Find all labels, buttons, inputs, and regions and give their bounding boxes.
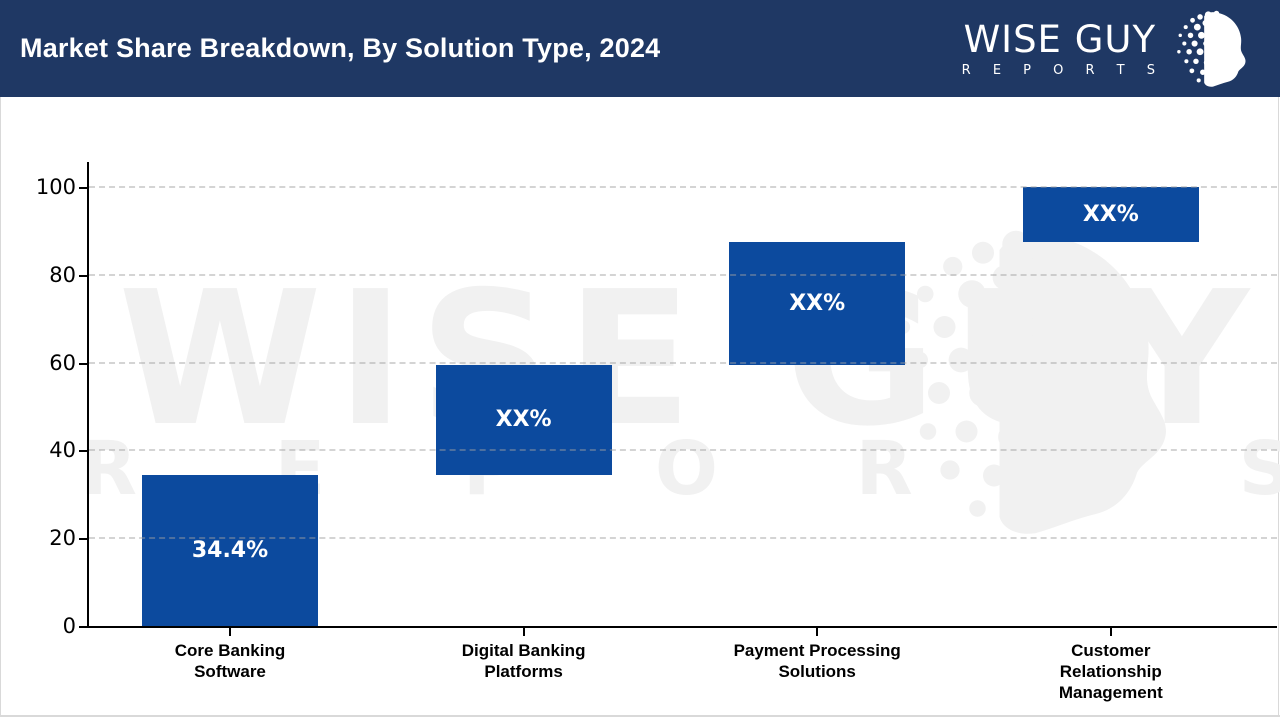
gridline [89,361,1277,364]
x-axis-line [87,626,1277,628]
gridline [89,273,1277,276]
right-border [1278,97,1279,717]
x-category-label-line: Digital Banking [461,641,586,660]
x-category-label-line: Payment Processing [733,641,901,660]
bar-value-label: XX% [789,290,846,316]
x-category-label-line: Customer [1071,641,1151,660]
bar-value-label: XX% [495,407,552,433]
y-tick-mark [79,538,87,541]
logo-text: WISE GUY R E P O R T S [956,21,1164,77]
y-tick-mark [79,362,87,365]
waterfall-bar: 34.4% [142,474,318,626]
x-category-label-line: Platforms [484,662,563,681]
y-axis-line [87,162,89,628]
x-tick-mark [229,628,231,636]
y-tick-mark [79,187,87,189]
x-category-label: Core Banking Software [115,640,345,682]
x-tick-mark [816,628,819,636]
x-category-label-line: Relationship [1059,662,1162,681]
gridline [89,186,1277,188]
x-category-label-line: Software [194,662,266,681]
chart-area: WISE GUY R E P O R T S [0,97,1280,717]
y-tick-mark [79,450,87,453]
x-tick-mark [522,628,525,636]
header-bar: Market Share Breakdown, By Solution Type… [0,0,1280,97]
x-category-label-line: Solutions [778,662,856,681]
chart-title: Market Share Breakdown, By Solution Type… [20,33,661,63]
waterfall-bar: XX% [1022,187,1199,242]
x-category-label: Payment Processing Solutions [702,640,932,682]
wise-guy-face-icon [1170,8,1252,90]
y-tick-label: 100 [35,175,76,199]
y-tick-mark [79,274,87,277]
y-tick-mark [79,626,87,628]
wise-guy-logo: WISE GUY R E P O R T S [956,8,1252,90]
logo-wordmark: WISE GUY [963,17,1157,61]
logo-subtitle: R E P O R T S [961,62,1164,78]
y-tick-label: 0 [62,614,76,638]
watermark: WISE GUY R E P O R T S [0,97,1280,717]
y-tick-label: 80 [49,262,76,287]
y-tick-label: 40 [49,438,76,463]
x-category-label-line: Management [1058,683,1163,702]
y-tick-label: 20 [49,526,76,551]
bar-value-label: XX% [1082,201,1139,227]
x-category-label-line: Core Banking [174,641,286,660]
y-tick-label: 60 [49,350,76,375]
gridline [89,449,1277,452]
bar-value-label: 34.4% [191,537,269,563]
waterfall-bar: XX% [729,241,906,365]
gridline [89,537,1277,540]
waterfall-bar: XX% [435,364,612,475]
x-category-label: Customer Relationship Management [996,640,1226,703]
x-tick-mark [1109,628,1112,636]
bottom-border [0,715,1280,717]
x-category-label: Digital Banking Platforms [409,640,639,682]
left-border [0,97,1,717]
